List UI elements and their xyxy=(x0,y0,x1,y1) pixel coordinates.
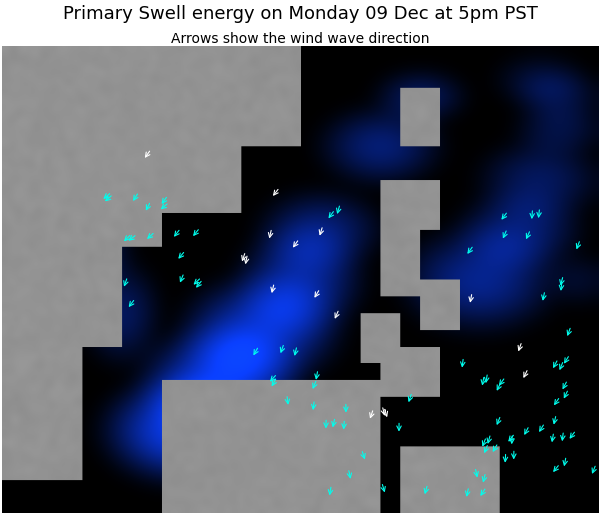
Text: Primary Swell energy on Monday 09 Dec at 5pm PST: Primary Swell energy on Monday 09 Dec at… xyxy=(63,5,538,23)
Text: Arrows show the wind wave direction: Arrows show the wind wave direction xyxy=(171,32,430,46)
